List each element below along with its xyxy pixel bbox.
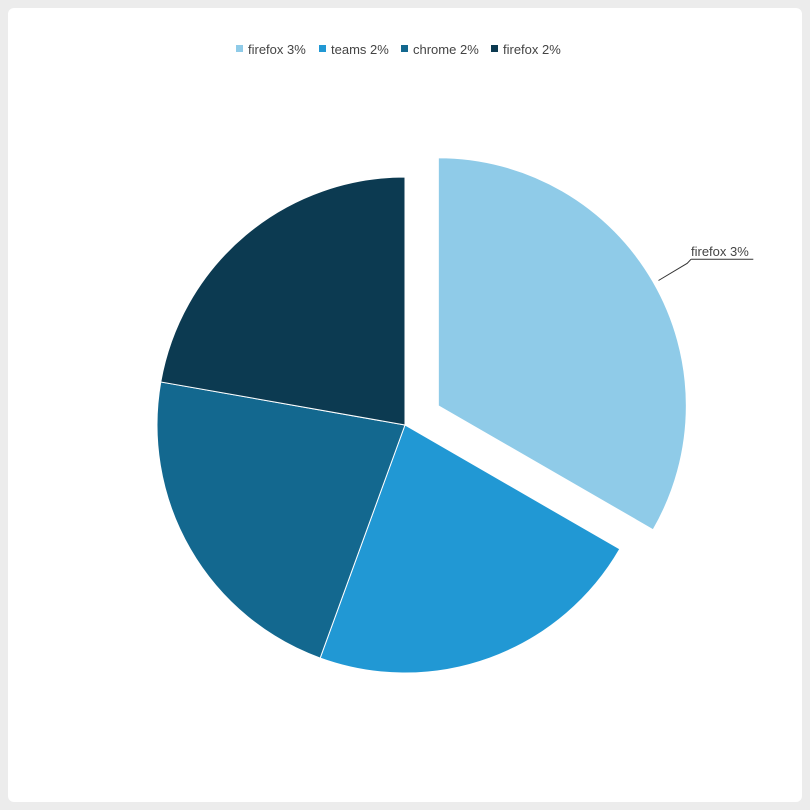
svg-text:firefox 3%: firefox 3% — [691, 244, 749, 259]
